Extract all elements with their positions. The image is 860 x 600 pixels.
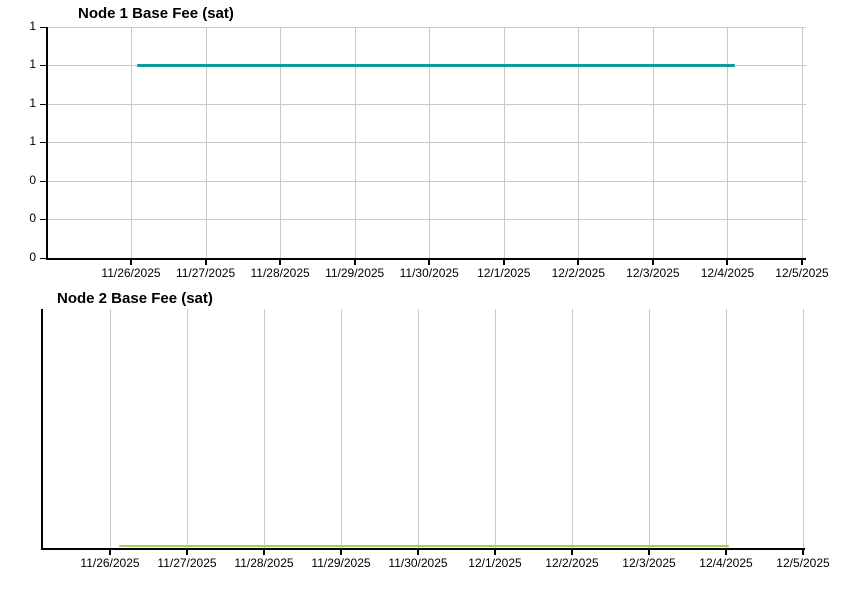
x-tick-label: 12/4/2025 [700,266,755,280]
y-axis-line [41,309,43,550]
x-axis-tick [725,550,727,555]
x-axis-tick [494,550,496,555]
y-tick-label: 1 [29,95,36,110]
x-axis-tick [651,260,654,265]
y-tick-label: 1 [29,18,36,33]
x-axis-tick [802,550,804,555]
x-tick-label: 11/27/2025 [175,266,236,280]
x-tick-label: 11/30/2025 [388,556,448,570]
x-axis-tick [502,260,505,265]
y-axis-tick [40,258,47,259]
y-tick-label: 0 [29,250,36,264]
x-axis-tick [109,550,111,555]
x-tick-label: 12/3/2025 [626,266,680,280]
y-axis-tick [40,26,47,28]
node2-chart-title: Node 2 Base Fee (sat) [57,290,213,307]
y-tick-label: 0 [29,172,36,187]
y-axis-tick [40,219,47,221]
x-tick-label: 11/26/2025 [80,556,140,570]
y-axis-line [46,26,48,260]
x-gridline [803,309,804,548]
x-gridline [418,309,419,548]
x-tick-label: 11/26/2025 [101,266,161,280]
x-tick-label: 12/5/2025 [776,556,830,570]
y-tick-label: 1 [29,134,36,149]
x-tick-label: 12/5/2025 [775,266,829,280]
x-gridline [572,309,573,548]
y-tick-label: 0 [29,211,36,226]
x-tick-label: 11/29/2025 [311,556,371,570]
x-tick-label: 12/1/2025 [477,266,531,280]
x-gridline [341,309,342,548]
x-axis-tick [353,260,356,265]
x-axis-tick [279,260,282,265]
x-axis-tick [340,550,342,555]
x-tick-label: 12/1/2025 [468,556,522,570]
y-axis-tick [40,142,47,144]
x-tick-label: 11/30/2025 [399,266,459,280]
x-gridline [264,309,265,548]
y-axis-tick [40,180,47,182]
x-gridline [726,309,727,548]
x-axis-tick [204,260,207,265]
x-axis-tick [130,260,132,265]
x-axis-tick [801,260,803,265]
y-gridline [48,219,806,221]
x-axis-line [41,548,805,550]
x-tick-label: 12/4/2025 [699,556,753,570]
x-axis-tick [428,260,431,265]
x-tick-label: 12/2/2025 [545,556,599,570]
series-line-node-2-base-fee-(sat) [119,545,729,547]
x-axis-tick [571,550,573,555]
series-line-node-1-base-fee-(sat) [137,63,735,67]
y-gridline [48,142,806,144]
x-axis-tick [263,550,265,555]
x-tick-label: 11/27/2025 [157,556,217,570]
x-gridline [110,309,111,548]
y-axis-tick [40,65,47,67]
y-gridline [48,26,806,28]
x-axis-tick [648,550,650,555]
y-axis-tick [40,103,47,105]
x-tick-label: 11/28/2025 [250,266,310,280]
x-axis-tick [417,550,419,555]
x-tick-label: 11/28/2025 [234,556,294,570]
x-tick-label: 11/29/2025 [325,266,385,280]
x-tick-label: 12/3/2025 [622,556,676,570]
y-gridline [48,180,806,182]
x-gridline [187,309,188,548]
x-axis-tick [726,260,729,265]
x-gridline [495,309,496,548]
y-gridline [48,103,806,105]
x-axis-line [46,258,806,260]
x-tick-label: 12/2/2025 [551,266,606,280]
x-axis-tick [577,260,580,265]
x-axis-tick [186,550,188,555]
x-gridline [649,309,650,548]
y-tick-label: 1 [29,57,36,72]
node1-chart-title: Node 1 Base Fee (sat) [78,5,234,22]
